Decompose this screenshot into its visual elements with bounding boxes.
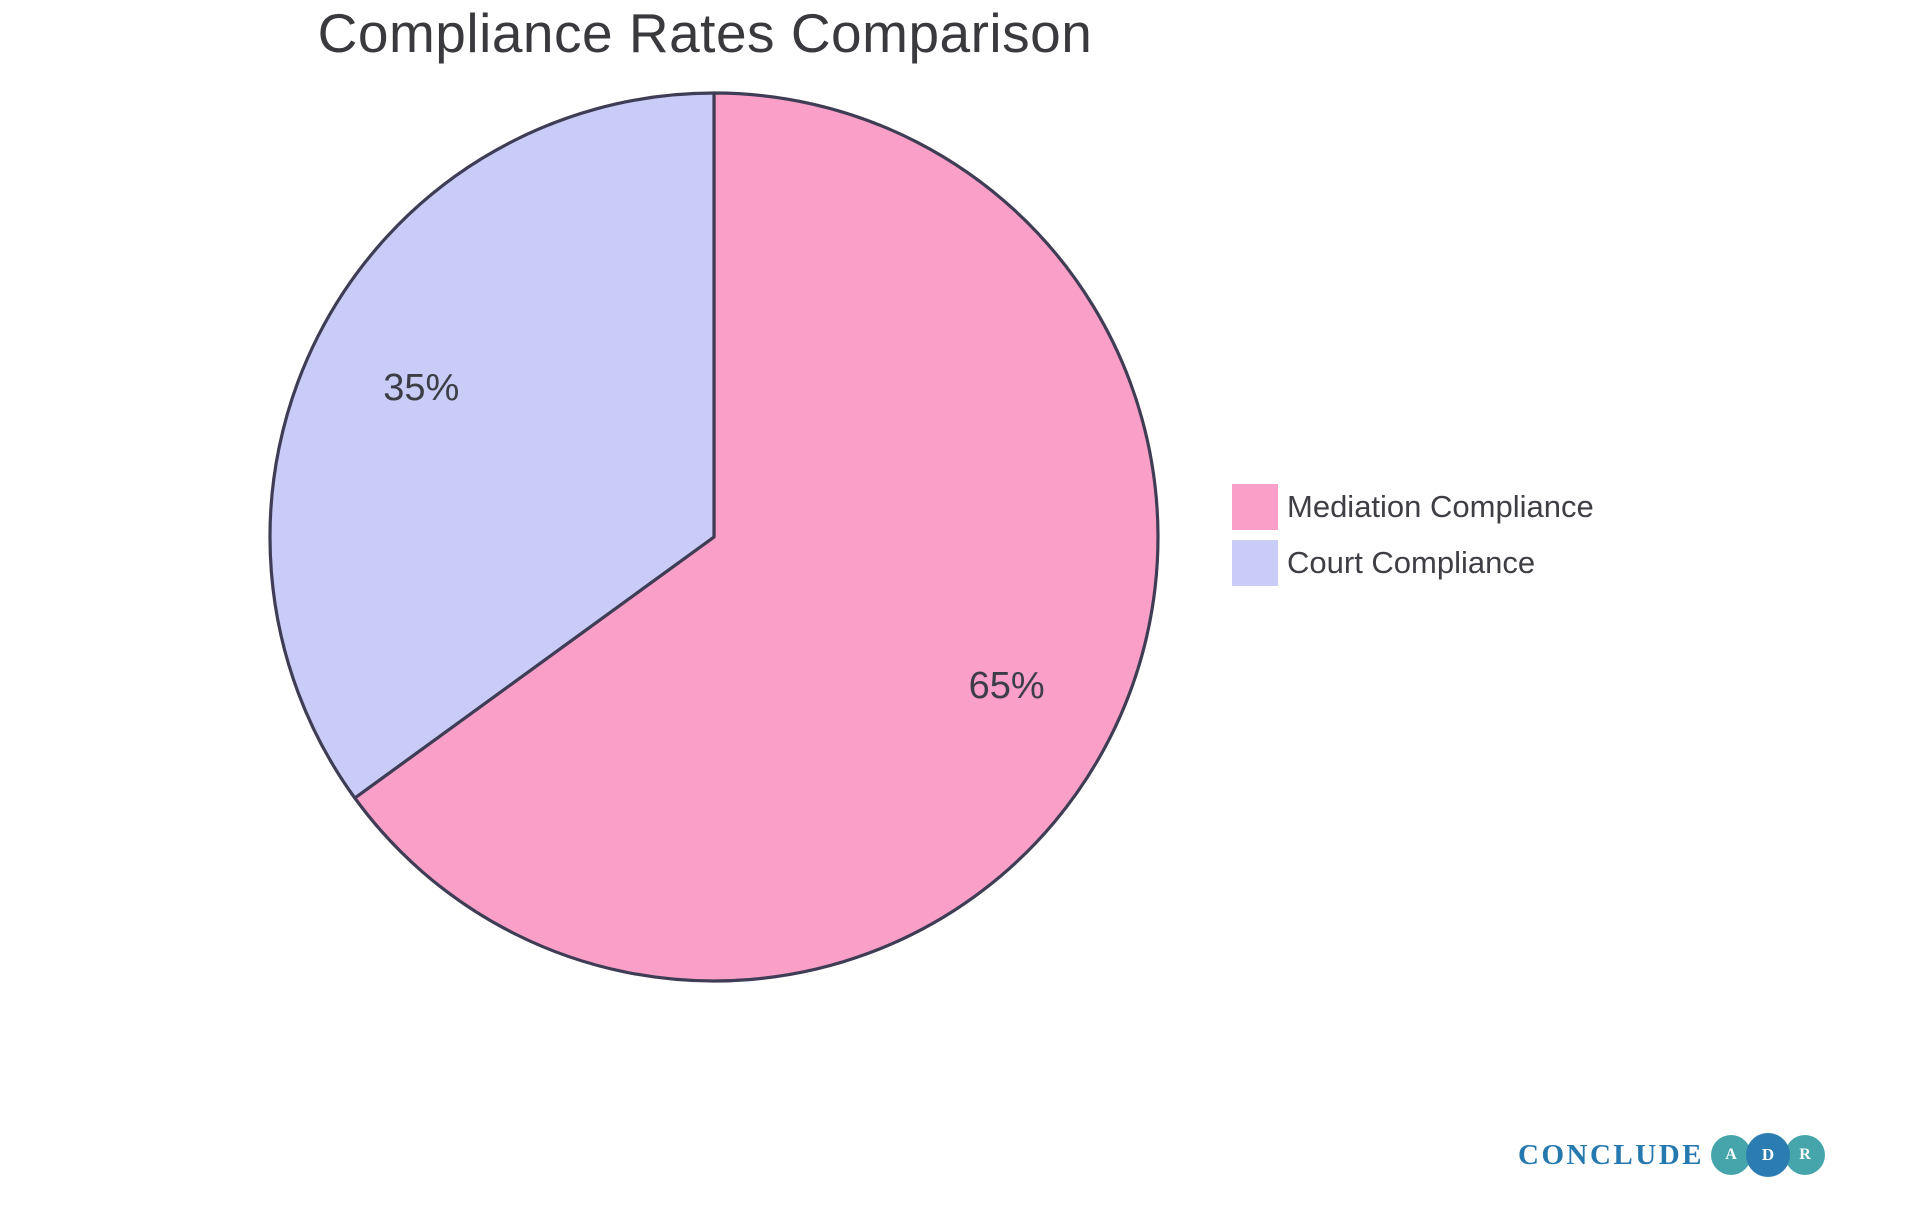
- pie-slice-court-compliance: [268, 91, 716, 800]
- brand-badge-d: D: [1746, 1133, 1790, 1177]
- legend-swatch-court-compliance: [1232, 540, 1278, 586]
- brand-wordmark: CONCLUDE: [1518, 1138, 1704, 1171]
- chart-title: Compliance Rates Comparison: [317, 2, 1093, 64]
- brand-logo: CONCLUDE A D R: [1518, 1133, 1825, 1177]
- brand-badge-a: A: [1711, 1135, 1751, 1175]
- legend-swatch-mediation-compliance: [1232, 484, 1278, 530]
- pie-slice-mediation-compliance: [353, 91, 1160, 983]
- brand-badge-r: R: [1785, 1135, 1825, 1175]
- legend-item-court-compliance: Court Compliance: [1232, 540, 1594, 586]
- legend: Mediation Compliance Court Compliance: [1232, 484, 1594, 586]
- pie-value-label-court-compliance: 35%: [383, 367, 459, 409]
- legend-label-mediation-compliance: Mediation Compliance: [1287, 489, 1594, 524]
- pie-value-label-mediation-compliance: 65%: [969, 665, 1045, 707]
- legend-item-mediation-compliance: Mediation Compliance: [1232, 484, 1594, 530]
- legend-label-court-compliance: Court Compliance: [1287, 545, 1536, 580]
